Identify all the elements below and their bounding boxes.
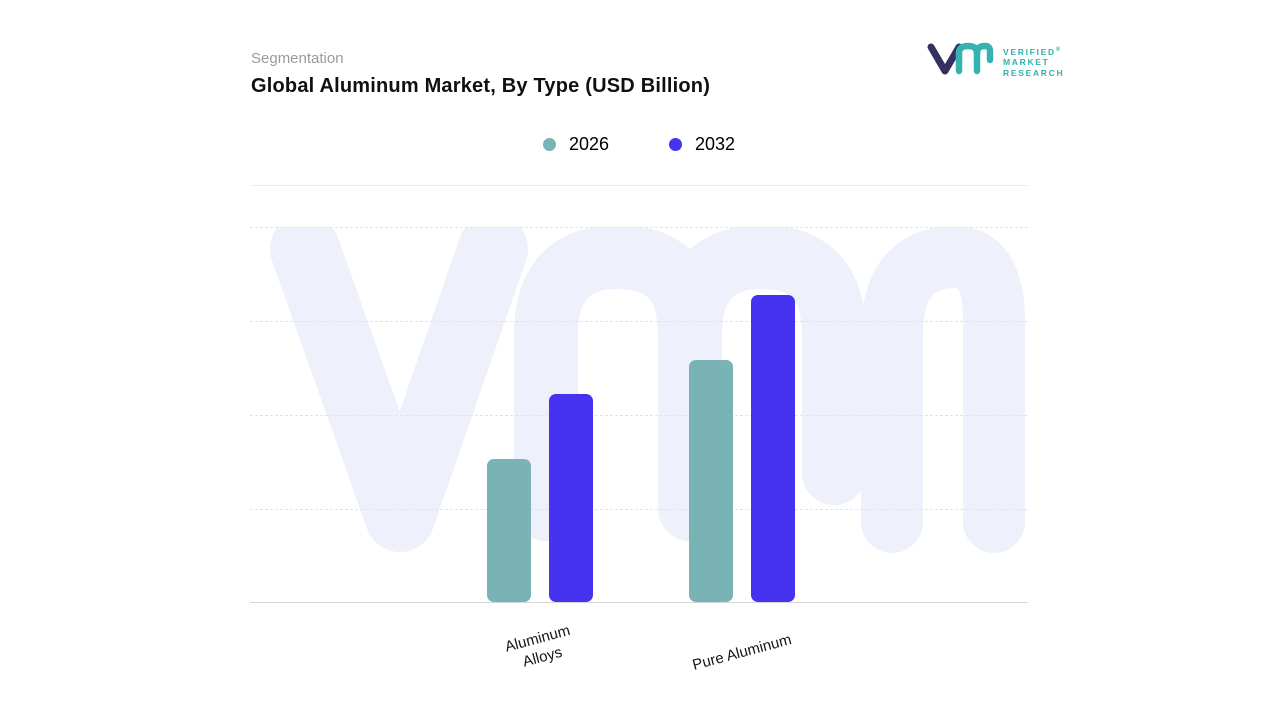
chart-title-suffix: (USD Billion) (585, 75, 711, 97)
vmr-logo-text: VERIFIED® MARKET RESEARCH (1003, 45, 1064, 78)
logo-line-research: RESEARCH (1003, 67, 1065, 78)
eyebrow-segmentation: Segmentation (251, 50, 344, 67)
legend-dot-2032 (669, 138, 682, 151)
gridline-2 (250, 415, 1028, 416)
x-axis-baseline (250, 602, 1028, 603)
vmr-logo-mark (927, 42, 994, 75)
chart-title: Global Aluminum Market, By Type (USD Bil… (251, 75, 710, 98)
bar-2026-pure-aluminum[interactable] (689, 360, 733, 602)
legend-item-2032[interactable]: 2032 (669, 134, 735, 155)
legend-dot-2026 (542, 138, 556, 151)
vmr-watermark (270, 227, 1025, 553)
gridline-0 (250, 227, 1028, 228)
bar-2032-aluminum-alloys[interactable] (549, 394, 593, 602)
x-tick-label-pure-aluminum: Pure Aluminum (690, 631, 794, 674)
gridline-3 (250, 509, 1028, 510)
logo-line-verified: VERIFIED® (1003, 46, 1061, 57)
legend-divider (250, 185, 1028, 186)
plot-area: Aluminum Alloys Pure Aluminum (250, 227, 1028, 674)
bar-2026-aluminum-alloys[interactable] (487, 459, 531, 602)
legend: 2026 2032 (250, 134, 1028, 155)
x-tick-label-aluminum-alloys: Aluminum Alloys (503, 621, 572, 671)
legend-item-2026[interactable]: 2026 (542, 134, 609, 155)
bar-2032-pure-aluminum[interactable] (751, 295, 795, 602)
logo-line-market: MARKET (1003, 57, 1050, 68)
vmr-logo: VERIFIED® MARKET RESEARCH (926, 38, 1064, 78)
legend-label: 2032 (695, 134, 736, 154)
gridline-1 (250, 321, 1028, 322)
chart-title-main: Global Aluminum Market, By Type (251, 75, 580, 97)
legend-label: 2026 (568, 134, 609, 154)
registered-mark: ® (1055, 47, 1061, 53)
